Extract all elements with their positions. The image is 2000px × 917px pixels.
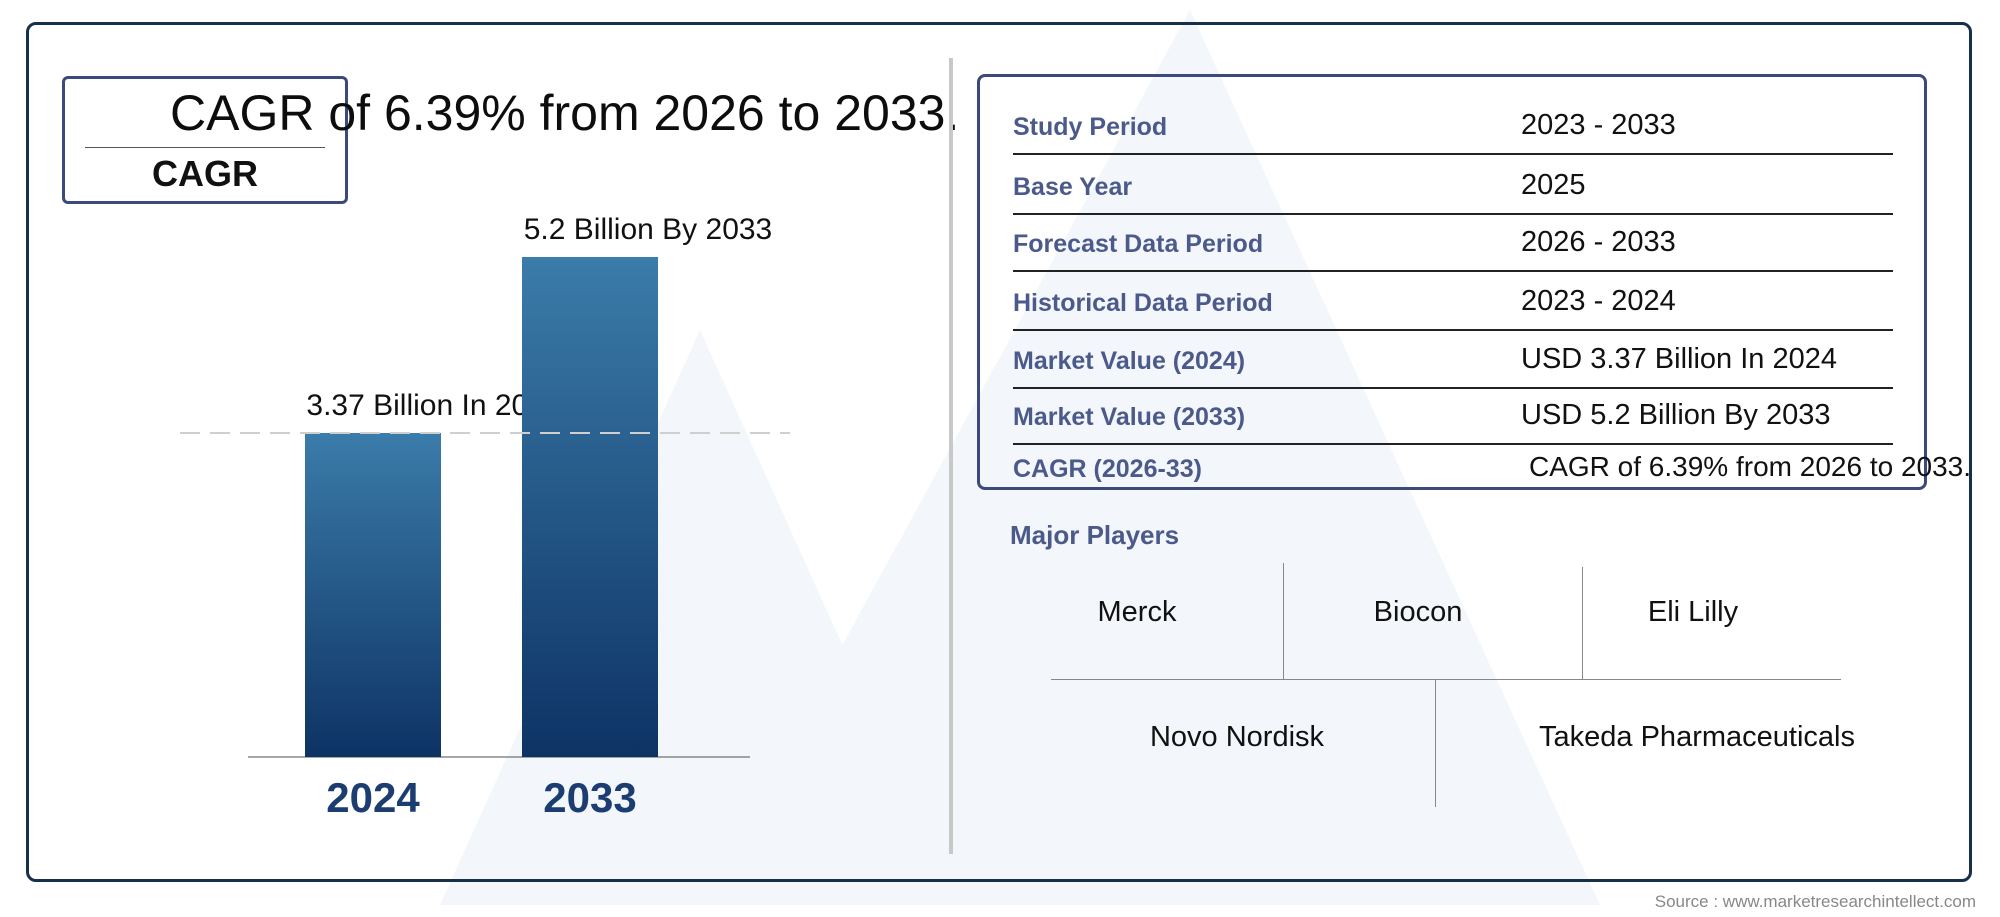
player-separator: [1051, 679, 1841, 680]
row-key: Base Year: [1013, 173, 1133, 201]
row-value: 2026 - 2033: [1521, 226, 1676, 258]
cagr-box: CAGR: [62, 76, 348, 204]
row-divider: [1013, 443, 1893, 445]
player-name: Merck: [1097, 596, 1177, 628]
table-row: Market Value (2024) USD 3.37 Billion In 2…: [1013, 329, 1893, 389]
row-value: USD 3.37 Billion In 2024: [1521, 343, 1837, 375]
table-row: Historical Data Period 2023 - 2024: [1013, 271, 1893, 331]
row-value: 2025: [1521, 169, 1586, 201]
table-row: CAGR (2026-33) CAGR of 6.39% from 2026 to…: [1013, 437, 1971, 493]
row-key: Study Period: [1013, 113, 1168, 141]
infographic-frame: [26, 22, 1972, 882]
bar-2024: [305, 432, 441, 757]
category-label-2033: 2033: [543, 774, 636, 821]
row-value: 2023 - 2033: [1521, 109, 1676, 141]
row-value: 2023 - 2024: [1521, 285, 1676, 317]
major-players-title: Major Players: [1010, 520, 1180, 550]
cagr-label: CAGR: [152, 153, 258, 194]
row-divider: [1013, 329, 1893, 331]
table-row: Market Value (2033) USD 5.2 Billion By 20…: [1013, 385, 1893, 445]
bar-2033: [522, 257, 658, 757]
table-row: Study Period 2023 - 2033: [1013, 95, 1893, 155]
row-divider: [1013, 387, 1893, 389]
row-divider: [1013, 270, 1893, 272]
source-credit: Source : www.marketresearchintellect.com: [1654, 892, 1976, 911]
market-bar-chart: 3.37 Billion In 2024 2024 5.2 Billion By 2…: [180, 213, 790, 821]
category-label-2024: 2024: [326, 774, 420, 821]
value-label-2033: 5.2 Billion By 2033: [524, 213, 773, 246]
row-divider: [1013, 153, 1893, 155]
market-info-table: Study Period 2023 - 2033 Base Year 2025 Fore…: [977, 74, 1971, 493]
row-divider: [1013, 213, 1893, 215]
cagr-divider: [85, 147, 325, 148]
value-label-2024: 3.37 Billion In 2024: [306, 389, 561, 422]
row-key: Market Value (2033): [1013, 403, 1246, 431]
player-name: Novo Nordisk: [1149, 721, 1325, 753]
player-separator: [1283, 563, 1284, 679]
row-value: CAGR of 6.39% from 2026 to 2033.: [1529, 451, 1972, 482]
row-key: Historical Data Period: [1013, 289, 1273, 317]
row-value: USD 5.2 Billion By 2033: [1521, 399, 1831, 431]
row-key: Forecast Data Period: [1013, 230, 1264, 258]
table-row: Base Year 2025: [1013, 155, 1893, 215]
row-key: CAGR (2026-33): [1013, 455, 1202, 483]
player-name: Takeda Pharmaceuticals: [1539, 721, 1855, 753]
player-name: Biocon: [1373, 596, 1463, 628]
table-row: Forecast Data Period 2026 - 2033: [1013, 212, 1893, 272]
cagr-headline: CAGR of 6.39% from 2026 to 2033.: [170, 85, 960, 141]
section-divider: [949, 58, 953, 854]
row-key: Market Value (2024): [1013, 347, 1246, 375]
player-separator: [1435, 679, 1436, 807]
player-name: Eli Lilly: [1647, 596, 1739, 628]
player-separator: [1582, 567, 1583, 679]
